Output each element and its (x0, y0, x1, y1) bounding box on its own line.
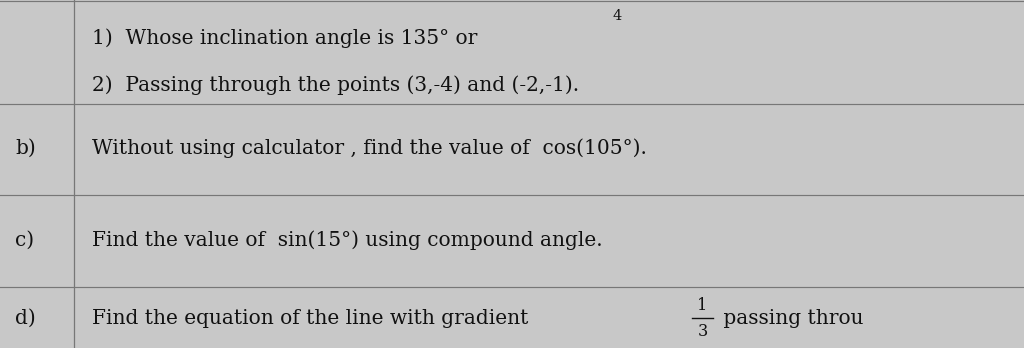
Text: Without using calculator , find the value of  cos(105°).: Without using calculator , find the valu… (92, 138, 647, 158)
Text: b): b) (15, 139, 36, 157)
Text: d): d) (15, 309, 36, 328)
Text: Find the value of  sin(15°) using compound angle.: Find the value of sin(15°) using compoun… (92, 230, 603, 250)
Text: 4: 4 (612, 9, 622, 23)
Text: c): c) (15, 231, 35, 250)
Text: 1)  Whose inclination angle is 135° or: 1) Whose inclination angle is 135° or (92, 29, 477, 48)
Text: passing throu: passing throu (717, 309, 863, 328)
Text: 2)  Passing through the points (3,-4) and (-2,-1).: 2) Passing through the points (3,-4) and… (92, 76, 580, 95)
Text: Find the equation of the line with gradient: Find the equation of the line with gradi… (92, 309, 535, 328)
Text: 3: 3 (697, 323, 708, 340)
Text: 1: 1 (697, 297, 708, 314)
